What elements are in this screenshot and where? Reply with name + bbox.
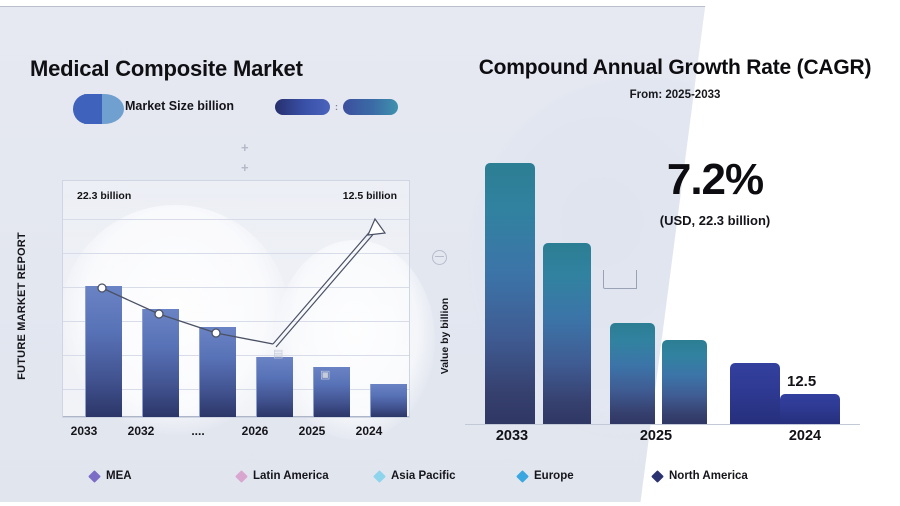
left-xlabel-2025: 2025 (298, 424, 326, 438)
legend-label-europe: Europe (534, 470, 574, 482)
legend-label-latin-america: Latin America (253, 470, 329, 482)
left-chart-caption-start: 22.3 billion (77, 190, 132, 202)
right-bar-2033-primary (485, 163, 535, 425)
legend-pill-separator: : (335, 102, 338, 112)
right-chart-value-label-2024: 12.5 (787, 373, 817, 390)
cagr-note: (USD, 22.3 billion) (659, 213, 771, 228)
legend-label-north-america: North America (669, 470, 748, 482)
right-chart-area (440, 140, 900, 425)
right-xlabel-2025: 2025 (639, 428, 673, 444)
left-xlabel-2026: 2026 (241, 424, 269, 438)
left-bar-2026 (256, 357, 293, 417)
right-panel-title: Compound Annual Growth Rate (CAGR) (478, 56, 872, 79)
left-chart-caption-end: 12.5 billion (342, 190, 397, 202)
legend-marker-europe (516, 469, 529, 483)
left-chart-y-axis-label: FUTURE MARKET REPORT (16, 232, 28, 380)
legend-marker-asia-pacific (373, 469, 386, 483)
left-bar-2032 (142, 309, 179, 417)
plus-mark-2: + (241, 160, 249, 175)
right-bar-2024-secondary (780, 394, 840, 425)
left-xlabel-2033: 2033 (70, 424, 98, 438)
left-bar-dots (199, 327, 236, 417)
bracket-marker (603, 270, 637, 289)
left-xlabel-dots: .... (191, 424, 205, 438)
legend-marker-latin-america (235, 469, 248, 483)
doc-icon-faint: ▤ (273, 348, 284, 360)
legend-item-asia-pacific[interactable]: Asia Pacific (373, 469, 456, 483)
plus-mark-1: + (241, 140, 249, 155)
page-title: Medical Composite Market (30, 56, 303, 81)
legend-pill-primary (275, 99, 330, 115)
doc-icon-faint-2: ▣ (320, 369, 331, 381)
right-panel-subtitle: From: 2025-2033 (629, 89, 721, 101)
left-xlabel-2032: 2032 (127, 424, 155, 438)
market-size-label: Market Size billion (125, 99, 235, 113)
right-bar-2025-primary (610, 323, 655, 425)
legend-item-latin-america[interactable]: Latin America (235, 469, 329, 483)
right-xlabel-2033: 2033 (495, 428, 529, 444)
legend-item-europe[interactable]: Europe (516, 469, 574, 483)
cagr-value: 7.2% (666, 155, 764, 204)
right-bar-2025-secondary (662, 340, 707, 425)
left-xlabel-2024: 2024 (355, 424, 383, 438)
chart-legend: MEA Latin America Asia Pacific Europe No… (0, 463, 900, 489)
legend-item-north-america[interactable]: North America (651, 469, 748, 483)
minus-circle-icon (432, 250, 447, 265)
legend-pills: : (275, 99, 398, 115)
left-chart-overlay (97, 217, 387, 348)
legend-marker-mea (88, 469, 101, 483)
left-bar-2025 (313, 367, 350, 417)
left-bar-2024 (370, 384, 407, 417)
legend-item-mea[interactable]: MEA (88, 469, 132, 483)
left-chart-panel: 22.3 billion 12.5 billion ▤ ▣ (62, 180, 410, 418)
market-size-icon (62, 94, 124, 124)
right-bar-2024-primary (730, 363, 780, 425)
legend-pill-secondary (343, 99, 398, 115)
legend-label-mea: MEA (106, 470, 132, 482)
right-xlabel-2024: 2024 (788, 428, 822, 444)
left-bar-2033 (85, 286, 122, 417)
legend-label-asia-pacific: Asia Pacific (391, 470, 456, 482)
right-bar-2033-secondary (543, 243, 591, 425)
legend-marker-north-america (651, 469, 664, 483)
